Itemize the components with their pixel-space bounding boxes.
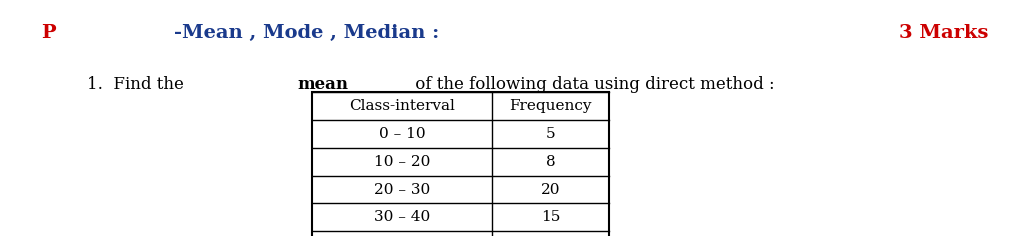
Text: 5: 5: [546, 127, 555, 141]
Text: Class-interval: Class-interval: [349, 99, 455, 113]
Text: -Mean , Mode , Median :: -Mean , Mode , Median :: [174, 24, 439, 42]
Text: 0 – 10: 0 – 10: [379, 127, 425, 141]
Text: mean: mean: [298, 76, 348, 93]
Bar: [312, 92, 609, 236]
Text: 1.  Find the: 1. Find the: [87, 76, 189, 93]
Text: 15: 15: [541, 210, 560, 224]
Text: 3 Marks: 3 Marks: [899, 24, 988, 42]
Text: of the following data using direct method :: of the following data using direct metho…: [410, 76, 774, 93]
Text: P: P: [41, 24, 55, 42]
Text: Frequency: Frequency: [509, 99, 592, 113]
Text: 20: 20: [541, 182, 560, 197]
Text: 20 – 30: 20 – 30: [374, 182, 430, 197]
Text: 30 – 40: 30 – 40: [374, 210, 430, 224]
Text: 10 – 20: 10 – 20: [374, 155, 430, 169]
Text: 8: 8: [546, 155, 555, 169]
